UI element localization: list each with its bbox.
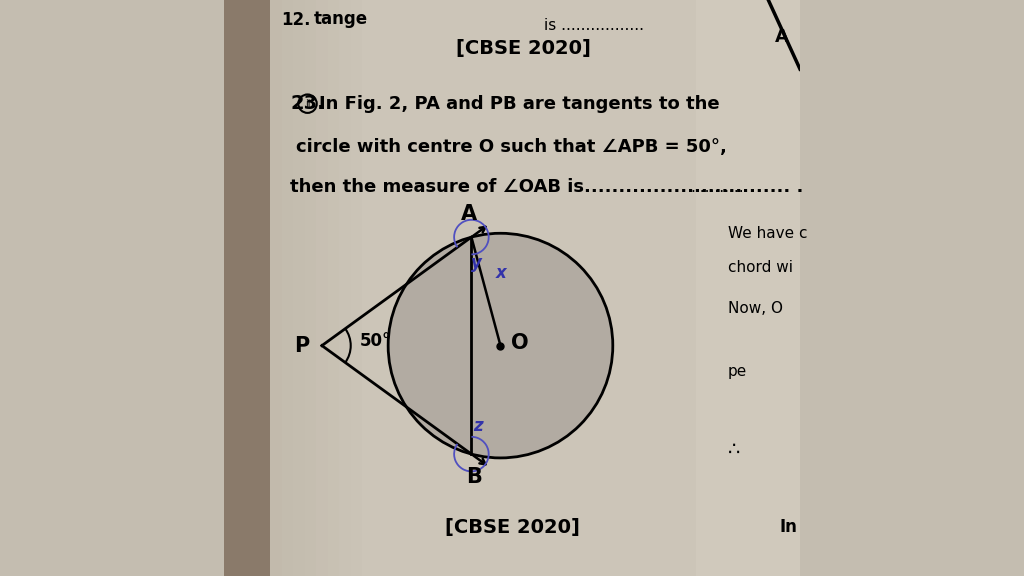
Text: chord wi: chord wi (728, 260, 793, 275)
Bar (366, 0, 374, 576)
Text: Now, O: Now, O (728, 301, 783, 316)
Text: ............: ............ (690, 180, 750, 195)
Bar (382, 0, 391, 576)
Text: P: P (294, 336, 309, 355)
Bar (224, 0, 270, 576)
Bar (696, 0, 800, 576)
Bar (296, 0, 305, 576)
Text: 12.: 12. (282, 11, 311, 29)
Bar (339, 0, 348, 576)
Bar (409, 0, 417, 576)
Text: is .................: is ................. (544, 18, 644, 33)
Bar (339, 0, 350, 576)
Bar (288, 0, 296, 576)
Bar (322, 0, 331, 576)
Text: O: O (511, 333, 528, 353)
Bar (316, 0, 328, 576)
Bar (282, 0, 293, 576)
Circle shape (388, 233, 612, 458)
Text: x: x (496, 264, 507, 282)
Bar (331, 0, 339, 576)
Bar (305, 0, 316, 576)
Bar (374, 0, 382, 576)
Bar (348, 0, 356, 576)
Bar (350, 0, 362, 576)
Text: We have c: We have c (728, 226, 808, 241)
Text: In Fig. 2, PA and PB are tangents to the: In Fig. 2, PA and PB are tangents to the (319, 94, 720, 113)
Bar (279, 0, 288, 576)
Bar (417, 0, 426, 576)
Text: circle with centre O such that ∠APB = 50°,: circle with centre O such that ∠APB = 50… (296, 138, 727, 156)
Bar (313, 0, 322, 576)
Text: z: z (473, 418, 483, 435)
Bar (293, 0, 305, 576)
Text: ∴: ∴ (728, 440, 740, 458)
Bar (328, 0, 339, 576)
Text: In: In (780, 518, 798, 536)
Text: 50°: 50° (359, 332, 391, 350)
Bar (270, 0, 279, 576)
Bar (426, 0, 434, 576)
Bar (434, 0, 442, 576)
Bar (270, 0, 282, 576)
Bar (305, 0, 313, 576)
Text: A: A (774, 28, 788, 47)
Text: 23.: 23. (290, 94, 325, 113)
Text: A: A (461, 204, 476, 225)
Text: ii: ii (305, 98, 310, 109)
Text: B: B (466, 467, 482, 487)
Text: [CBSE 2020]: [CBSE 2020] (444, 518, 580, 536)
Bar (399, 0, 409, 576)
Bar (391, 0, 399, 576)
Text: tange: tange (313, 10, 368, 28)
Text: pe: pe (728, 364, 748, 379)
Text: y: y (471, 254, 481, 272)
Text: then the measure of ∠OAB is.............................. .: then the measure of ∠OAB is.............… (290, 178, 804, 196)
Text: [CBSE 2020]: [CBSE 2020] (456, 40, 591, 58)
Bar (356, 0, 366, 576)
